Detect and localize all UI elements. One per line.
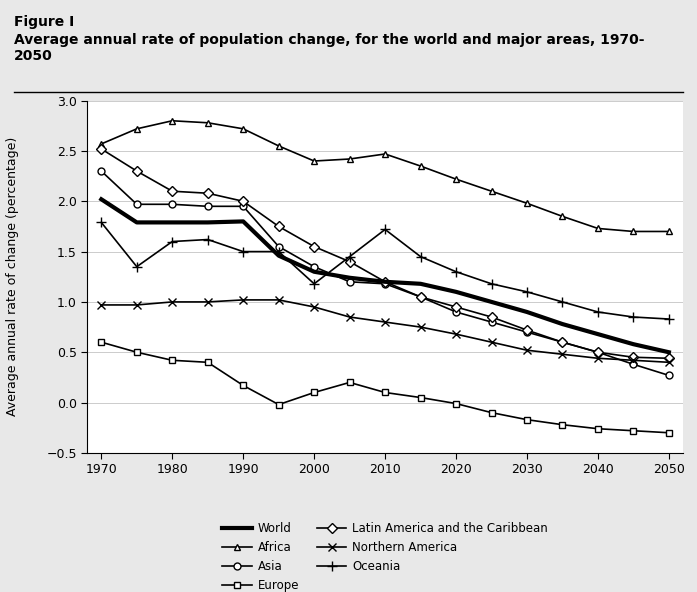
- Legend: World, Africa, Asia, Europe, Latin America and the Caribbean, Northern America, : World, Africa, Asia, Europe, Latin Ameri…: [222, 522, 548, 592]
- Text: Figure I: Figure I: [14, 15, 74, 29]
- Text: Average annual rate of population change, for the world and major areas, 1970-
2: Average annual rate of population change…: [14, 33, 645, 63]
- Y-axis label: Average annual rate of change (percentage): Average annual rate of change (percentag…: [6, 137, 19, 416]
